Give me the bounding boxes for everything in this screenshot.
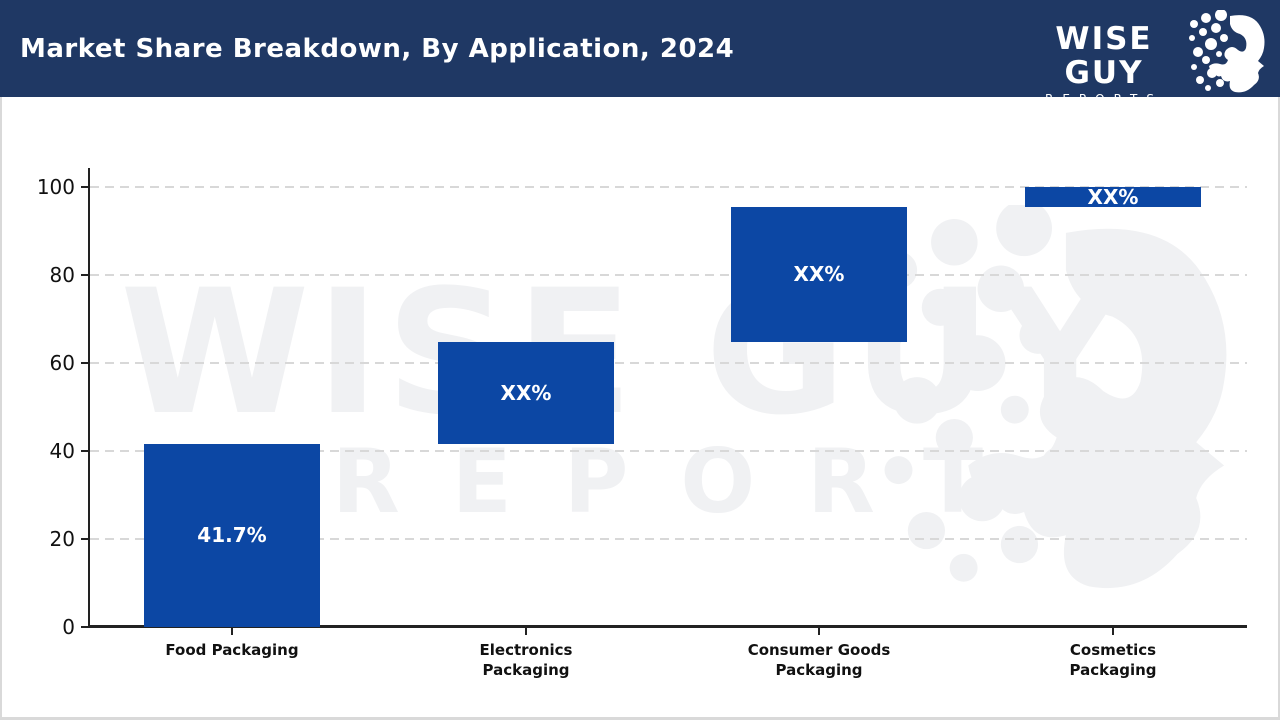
gridline-20 [90,538,1247,540]
gridline-40 [90,450,1247,452]
x-category-label-2: Consumer Goods Packaging [709,640,929,680]
x-category-label-line: Packaging [1069,661,1157,679]
y-tick-0 [81,626,90,628]
y-axis-line [88,168,90,627]
x-category-label-line: Packaging [482,661,570,679]
y-tick-label-100: 100 [36,175,75,199]
chart-figure: WISE GUY REPORTS 0 20 40 60 80 100 41.7% Food P… [0,97,1280,720]
bar-value-label: XX% [793,262,845,287]
x-tick-3 [1112,627,1114,635]
x-category-label-line: Packaging [775,661,863,679]
y-tick-label-80: 80 [49,263,75,287]
y-tick-40 [81,450,90,452]
bar-value-label: XX% [500,380,552,405]
gridline-80 [90,274,1247,276]
bar-food-packaging: 41.7% [144,443,320,627]
bar-cosmetics-packaging: XX% [1025,187,1201,207]
y-tick-20 [81,538,90,540]
gridline-60 [90,362,1247,364]
bar-electronics-packaging: XX% [438,341,614,444]
watermark-face-icon [875,205,1227,589]
y-tick-label-40: 40 [49,439,75,463]
y-tick-label-20: 20 [49,527,75,551]
x-category-label-1: Electronics Packaging [416,640,636,680]
x-category-label-line: Cosmetics [1069,641,1157,659]
bar-consumer-goods-packaging: XX% [731,206,907,342]
x-axis-line [90,625,1247,628]
bar-value-label: 41.7% [197,523,267,548]
y-tick-label-60: 60 [49,351,75,375]
header-banner: Market Share Breakdown, By Application, … [0,0,1280,106]
y-tick-100 [81,186,90,188]
brand-face-icon [1189,10,1265,93]
x-tick-2 [818,627,820,635]
x-category-label-line: Food Packaging [165,641,299,659]
brand-logo-wordmark: WISE GUY [1055,21,1153,91]
x-category-label-line: Electronics [479,641,573,659]
y-tick-label-0: 0 [62,615,75,639]
gridline-100 [90,186,1247,188]
x-tick-0 [231,627,233,635]
x-tick-1 [525,627,527,635]
y-tick-80 [81,274,90,276]
x-category-label-0: Food Packaging [122,640,342,660]
y-tick-60 [81,362,90,364]
bar-value-label: XX% [1087,184,1139,209]
page-title: Market Share Breakdown, By Application, … [20,33,735,64]
x-category-label-line: Consumer Goods [747,641,891,659]
x-category-label-3: Cosmetics Packaging [1003,640,1223,680]
